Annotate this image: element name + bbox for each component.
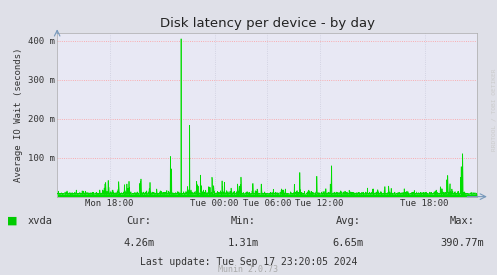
Text: Max:: Max: xyxy=(450,216,475,226)
Text: Cur:: Cur: xyxy=(127,216,152,226)
Text: Min:: Min: xyxy=(231,216,256,226)
Text: xvda: xvda xyxy=(27,216,52,226)
Text: ■: ■ xyxy=(7,216,18,226)
Text: 6.65m: 6.65m xyxy=(332,238,363,248)
Text: Last update: Tue Sep 17 23:20:05 2024: Last update: Tue Sep 17 23:20:05 2024 xyxy=(140,257,357,267)
Text: Munin 2.0.73: Munin 2.0.73 xyxy=(219,265,278,274)
Text: 4.26m: 4.26m xyxy=(124,238,155,248)
Y-axis label: Average IO Wait (seconds): Average IO Wait (seconds) xyxy=(14,48,23,182)
Text: 390.77m: 390.77m xyxy=(440,238,484,248)
Text: RRDTOOL / TOBI OETIKER: RRDTOOL / TOBI OETIKER xyxy=(491,69,496,151)
Text: Avg:: Avg: xyxy=(335,216,360,226)
Title: Disk latency per device - by day: Disk latency per device - by day xyxy=(160,17,375,31)
Text: 1.31m: 1.31m xyxy=(228,238,259,248)
